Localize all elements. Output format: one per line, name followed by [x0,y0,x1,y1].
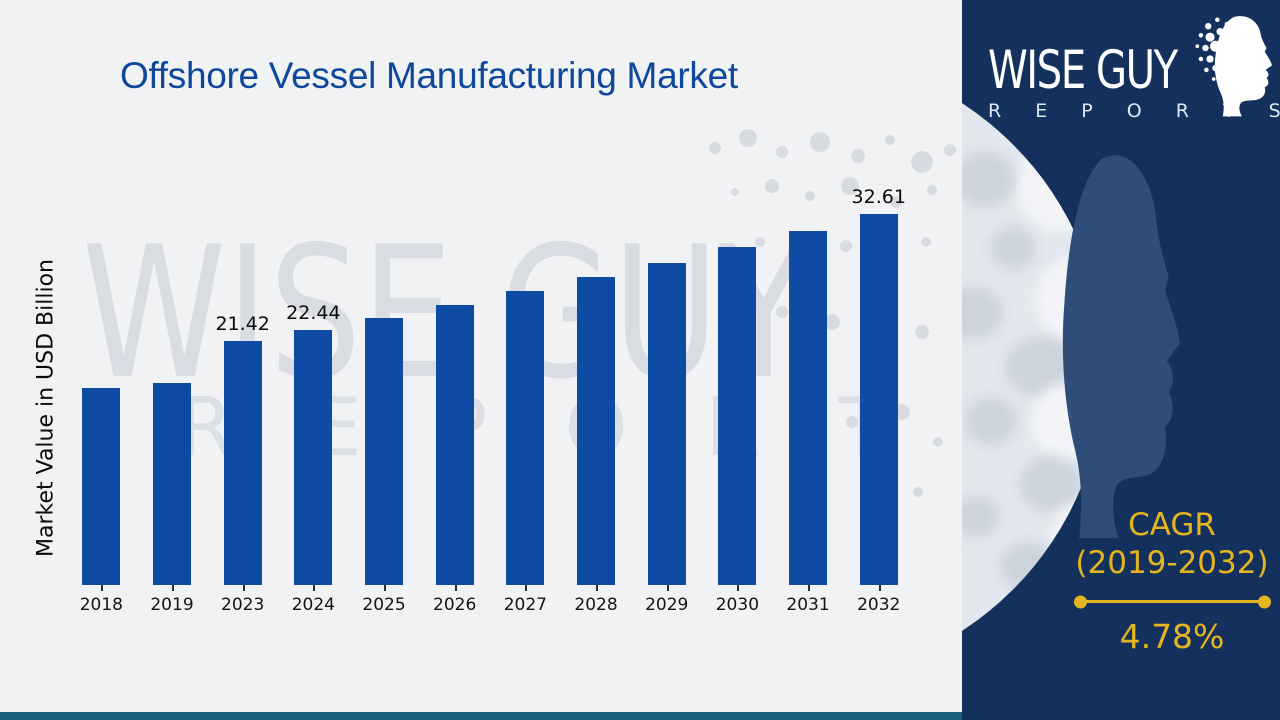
bar-column-2023: 21.42 2023 [207,0,278,615]
x-axis-tick [172,585,174,591]
bar-2029 [647,263,686,585]
wiseguy-face-icon [1195,16,1272,117]
bar-2023 [223,341,262,585]
bar-column-2028: 2028 [561,0,632,615]
x-axis-label-2025: 2025 [362,595,406,615]
x-axis-label-2019: 2019 [150,595,194,615]
bar-column-2019: 2019 [137,0,208,615]
x-axis-tick [596,585,599,591]
x-axis-tick [525,585,528,591]
x-axis-tick [878,585,881,591]
bar-column-2031: 2031 [773,0,844,615]
brand-name: WISE GUY [988,40,1178,101]
x-axis-tick [384,585,387,591]
x-axis-label-2031: 2031 [786,595,830,615]
bar-2032 [859,214,898,585]
x-axis-label-2024: 2024 [291,595,335,615]
bar-column-2026: 2026 [419,0,490,615]
bar-2027 [506,291,545,585]
chart-section: WISE GUY R E P O R T S Offshore Vessel M… [33,0,1016,615]
x-axis-label-2032: 2032 [857,595,901,615]
x-axis-label-2030: 2030 [715,595,760,615]
x-axis-tick [737,585,740,591]
cagr-range: (2019-2032) [1075,545,1269,581]
bar-2025 [365,318,404,585]
cagr-block: CAGR (2019-2032) 4.78% [1064,506,1280,656]
page-title: Offshore Vessel Manufacturing Market [120,54,738,96]
cagr-divider [1079,600,1265,603]
cagr-value: 4.78% [1119,617,1225,656]
brand-panel: WISE GUY R E P O R T S CAGR (20 [962,0,1280,720]
bar-column-2025: 2025 [349,0,420,615]
bar-column-2027: 2027 [490,0,561,615]
x-axis-tick [313,585,316,591]
x-axis-label-2023: 2023 [221,595,265,615]
brand-logo: WISE GUY R E P O R T S [962,0,1280,130]
brand-logo-text: WISE GUY R E P O R T S [988,44,1280,122]
face-profile-watermark-icon [1062,155,1180,538]
x-axis-label-2026: 2026 [433,595,477,615]
bar-chart: 2018 2019 21.42 2023 22.44 2024 2025 2026 2027 20… [66,0,914,615]
x-axis-tick [101,585,104,591]
x-axis-label-2018: 2018 [79,595,123,615]
x-axis-label-2029: 2029 [645,595,689,615]
bottom-accent-strip [0,712,962,720]
bar-2018 [82,388,121,585]
bar-2031 [789,231,828,585]
x-axis-tick [666,585,669,591]
cagr-heading: CAGR [1128,507,1216,543]
bar-column-2029: 2029 [631,0,702,615]
x-axis-tick [454,585,457,591]
x-axis-label-2027: 2027 [503,595,547,615]
x-axis-tick [808,585,811,591]
bar-column-2032: 32.61 2032 [843,0,914,615]
x-axis-label-2028: 2028 [574,595,618,615]
brand-subname: R E P O R T S [988,100,1280,122]
bar-column-2030: 2030 [702,0,773,615]
bar-value-label-2032: 32.61 [851,186,906,208]
bar-2019 [153,383,191,585]
bar-value-label-2024: 22.44 [286,302,341,324]
bar-2026 [435,305,474,585]
bar-2030 [718,247,757,585]
y-axis-label: Market Value in USD Billion [33,258,59,558]
decorative-dots [709,129,956,509]
bar-column-2024: 22.44 2024 [278,0,349,615]
bar-2024 [294,330,333,585]
bar-value-label-2023: 21.42 [215,313,270,335]
x-axis-tick [242,585,245,591]
bar-2028 [577,277,616,585]
bar-column-2018: 2018 [66,0,137,615]
